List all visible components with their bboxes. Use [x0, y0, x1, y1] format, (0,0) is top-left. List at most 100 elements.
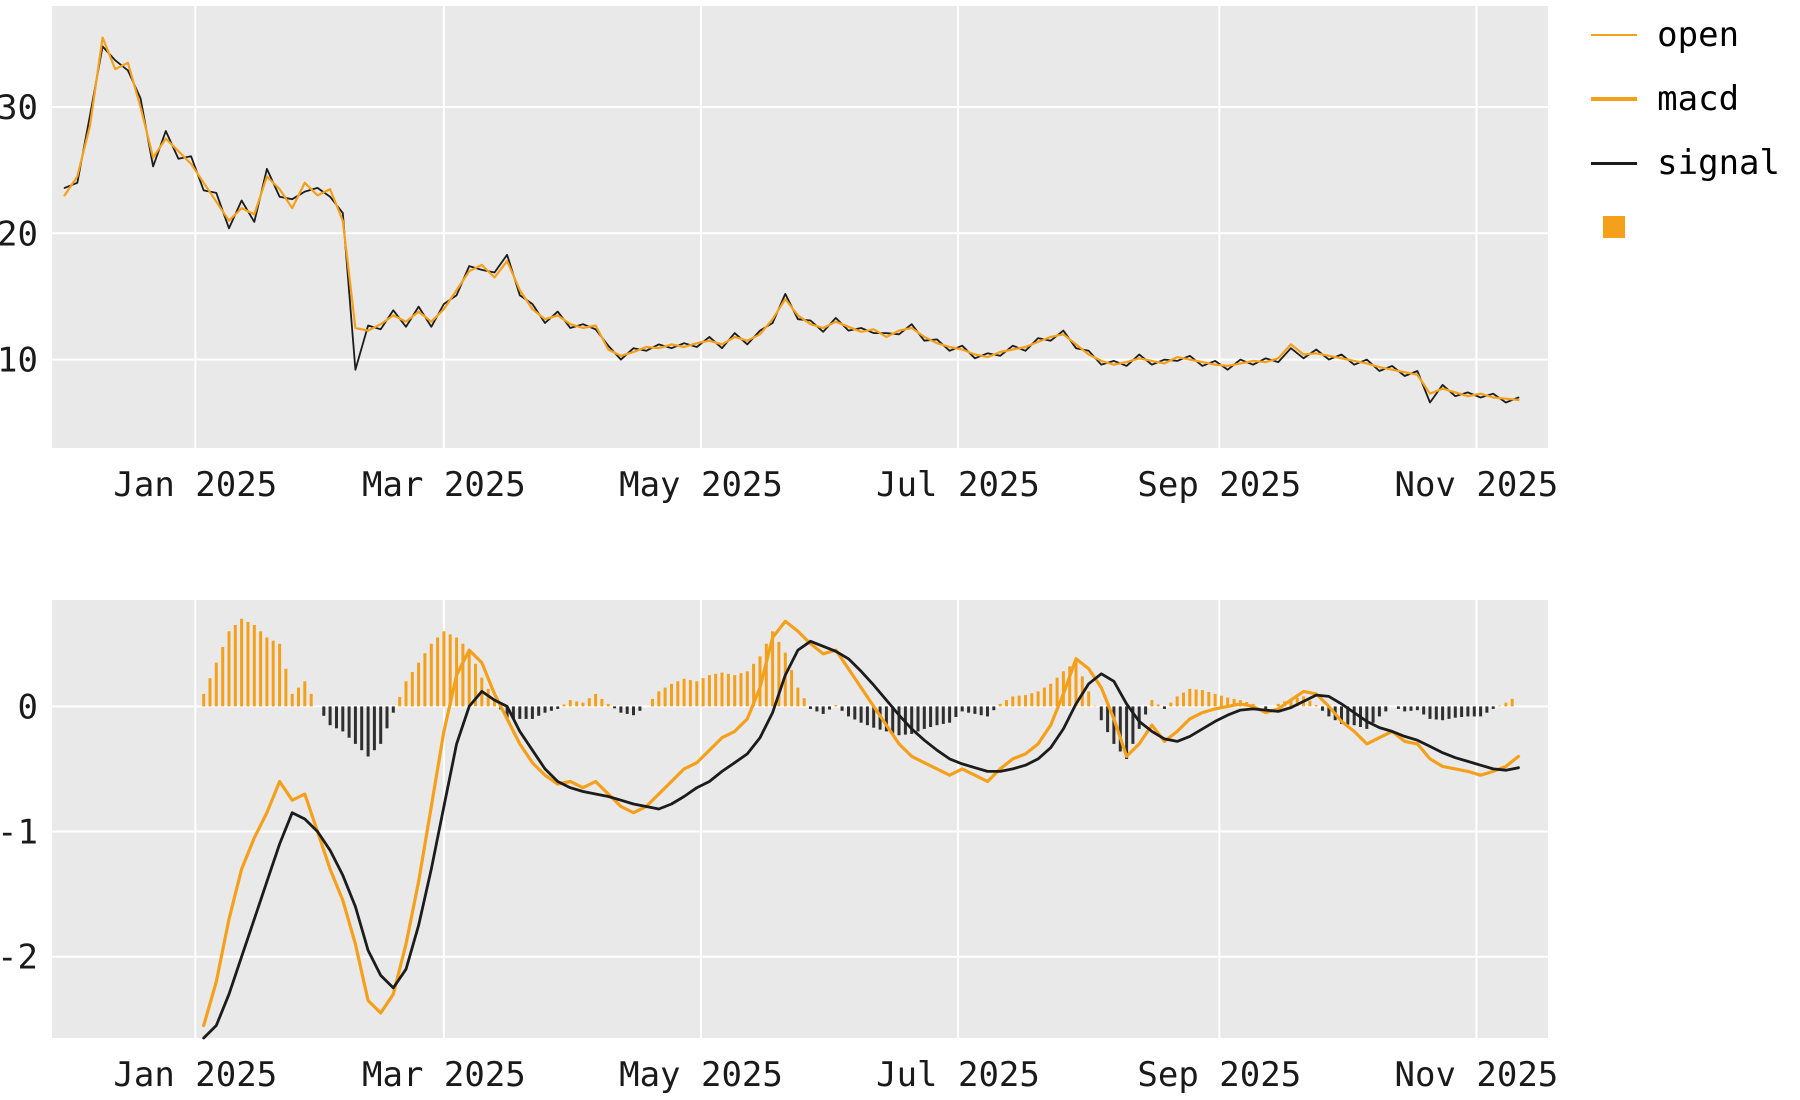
open-line [63, 36, 1520, 402]
histogram-bar [1447, 706, 1451, 719]
histogram-bar [1036, 691, 1040, 707]
histogram-bar [1510, 698, 1514, 707]
histogram-bar [423, 653, 427, 707]
histogram-bar [859, 706, 863, 723]
histogram-bar [796, 687, 800, 707]
histogram-bar [372, 706, 376, 751]
histogram-bar [246, 621, 250, 707]
histogram-bar [1080, 676, 1084, 707]
histogram-bar [1340, 706, 1343, 724]
histogram-bar [1144, 706, 1148, 715]
histogram-bar [1068, 666, 1072, 707]
macd-line-swatch [1591, 97, 1638, 101]
price-panel: Jan 2025 Mar 2025 May 2025 Jul 2025 Sep 2025… [0, 6, 1558, 505]
histogram-bar [1441, 706, 1445, 721]
histogram-bar [1131, 706, 1135, 744]
histogram-bar [1460, 706, 1464, 717]
histogram-bar [1125, 706, 1129, 759]
histogram-bar [815, 706, 819, 712]
histogram-bar [1327, 706, 1331, 717]
macd-line [202, 619, 1521, 1028]
histogram-bar [1396, 706, 1400, 709]
histogram-bar [518, 706, 522, 719]
histogram-bar [1219, 695, 1223, 707]
histogram-bar [404, 681, 408, 707]
histogram-bar [1194, 689, 1198, 707]
histogram-bar [417, 662, 421, 707]
histogram-bar [783, 652, 787, 707]
histogram-bar [568, 700, 572, 707]
histogram-bar [1491, 706, 1495, 709]
histogram-bar [847, 706, 850, 717]
legend-item-macd: macd [1591, 78, 1780, 120]
histogram-bar [233, 625, 237, 707]
histogram-bar [1188, 688, 1192, 707]
histogram-bar [663, 687, 667, 707]
histogram-bar [790, 670, 794, 707]
histogram-bar [259, 631, 263, 707]
histogram-bar [632, 706, 635, 716]
histogram-bar [1017, 695, 1021, 707]
histogram-bar [1024, 695, 1027, 707]
histogram-bar [1371, 706, 1375, 723]
histogram-bar [1466, 706, 1470, 717]
histogram-bar [1365, 706, 1369, 729]
histogram-bar [1352, 706, 1356, 726]
y-tick-label: 30 [0, 88, 38, 128]
histogram-bar [265, 637, 269, 707]
legend-item-signal: signal [1591, 142, 1780, 184]
histogram-bar [486, 688, 490, 707]
histogram-bar [385, 706, 389, 729]
histogram-bar [297, 687, 300, 707]
histogram-bar [884, 706, 888, 732]
histogram-bar [625, 706, 629, 714]
histogram-bar [1200, 690, 1204, 707]
histogram-bar [1213, 693, 1217, 707]
histogram-bar [802, 698, 806, 707]
histogram-bar [303, 681, 307, 707]
histogram-bar [688, 680, 692, 707]
histogram-bar [1042, 687, 1046, 707]
histogram-bar [619, 706, 623, 713]
histogram-bar [353, 706, 357, 744]
histogram-bar [1163, 706, 1166, 709]
histogram-bar [366, 706, 370, 757]
histogram-bar [1137, 706, 1141, 729]
histogram-bar [1226, 697, 1230, 707]
histogram-bar [733, 675, 737, 707]
histogram-bar [1308, 700, 1312, 707]
histogram-bar [865, 706, 869, 726]
histogram-bar [1289, 698, 1293, 707]
histogram-bar [1232, 698, 1236, 707]
histogram-bar [511, 706, 515, 719]
y-tick-label: 20 [0, 214, 38, 254]
plot-background [52, 6, 1548, 448]
histogram-bar [910, 706, 914, 734]
histogram-bar [537, 706, 541, 716]
histogram-bar [252, 625, 256, 707]
histogram-bar [562, 704, 566, 707]
histogram-bar [606, 703, 610, 707]
histogram-bar [752, 663, 756, 707]
histogram-bar [714, 673, 718, 707]
histogram-bar [739, 673, 743, 707]
histogram-bar [442, 631, 446, 707]
histogram-bar [347, 706, 351, 738]
histogram-bar [891, 706, 895, 734]
histogram-bar [448, 634, 452, 707]
histogram-bar [309, 693, 313, 707]
histogram-bar [391, 706, 395, 713]
histogram-bar [1011, 696, 1015, 707]
histogram-bar [764, 643, 768, 707]
histogram-bar [929, 706, 933, 727]
histogram-bar [1377, 706, 1381, 717]
histogram-bar [1207, 692, 1211, 707]
histogram-bar [524, 706, 528, 719]
histogram-bar [530, 706, 534, 719]
x-tick-label: Nov 2025 [1395, 465, 1559, 505]
histogram-bar [341, 706, 345, 732]
x-tick-label: Sep 2025 [1137, 465, 1301, 505]
histogram-bar [1295, 697, 1299, 707]
histogram-bar [998, 703, 1002, 707]
histogram-bar [1074, 661, 1078, 707]
